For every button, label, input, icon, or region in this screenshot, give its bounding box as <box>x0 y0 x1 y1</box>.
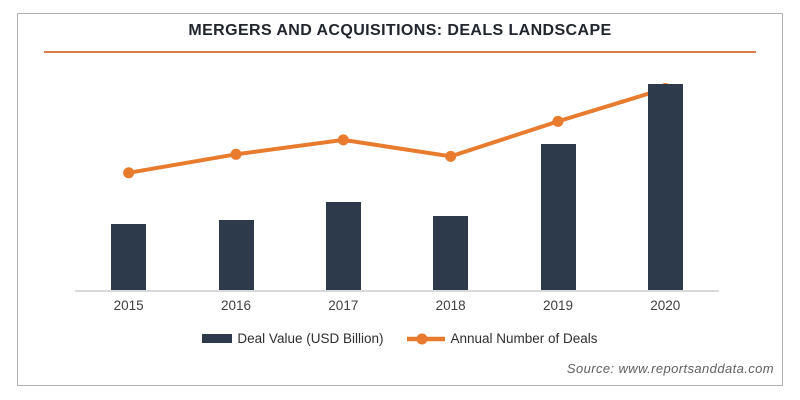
annual-deals-line <box>128 86 666 175</box>
bar-swatch-icon <box>202 334 233 343</box>
title-underline-rule <box>44 51 756 53</box>
chart-legend: Deal Value (USD Billion) Annual Number o… <box>0 331 800 346</box>
bar-2019 <box>540 144 576 290</box>
line-marker-2017 <box>337 134 349 146</box>
x-axis-label-2020: 2020 <box>650 298 681 313</box>
bar-2018 <box>433 215 469 290</box>
bar-2017 <box>325 201 361 290</box>
x-axis-label-2017: 2017 <box>328 298 359 313</box>
line-marker-2016 <box>230 148 242 160</box>
source-attribution: Source: www.reportsanddata.com <box>566 361 774 376</box>
line-with-dot-icon <box>407 333 446 344</box>
line-marker-2015 <box>123 167 135 179</box>
bar-2020 <box>647 84 683 290</box>
x-axis-label-2018: 2018 <box>435 298 466 313</box>
x-axis-labels: 2015 2016 2017 2018 2019 2020 <box>75 298 719 313</box>
line-marker-2019 <box>552 115 564 127</box>
x-axis-label-2016: 2016 <box>220 298 252 313</box>
bar-2016 <box>218 220 254 290</box>
legend-item-annual-deals: Annual Number of Deals <box>407 331 598 346</box>
x-axis-label-2015: 2015 <box>113 298 144 313</box>
x-axis-label-2019: 2019 <box>542 298 573 313</box>
line-series-layer <box>123 83 671 179</box>
plot-area <box>75 70 719 292</box>
line-marker-2018 <box>445 150 457 162</box>
chart-title: MERGERS AND ACQUISITIONS: DEALS LANDSCAP… <box>188 22 612 39</box>
bar-2015 <box>111 224 147 290</box>
legend-label-annual-deals: Annual Number of Deals <box>450 331 598 346</box>
legend-item-deal-value: Deal Value (USD Billion) <box>202 331 383 346</box>
legend-label-deal-value: Deal Value (USD Billion) <box>237 331 384 346</box>
